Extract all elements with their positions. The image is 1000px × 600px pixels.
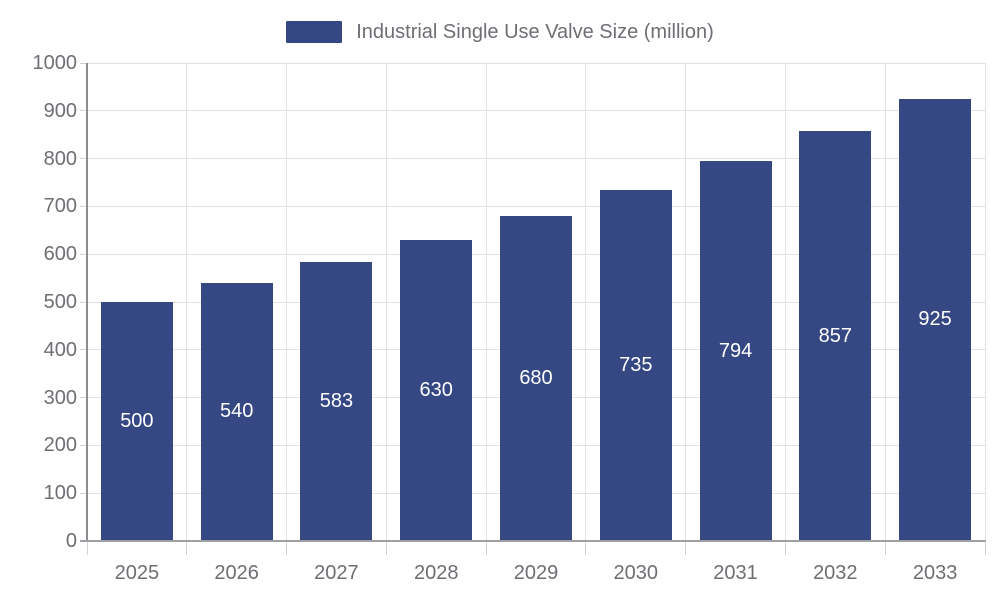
x-axis-tick — [86, 542, 88, 555]
y-tick-label: 200 — [43, 434, 77, 457]
bar-value-label: 925 — [918, 308, 952, 331]
gridline-vertical — [286, 63, 288, 541]
gridline-vertical — [685, 63, 687, 541]
gridline-vertical — [585, 63, 587, 541]
x-axis-tick — [585, 542, 587, 555]
y-tick-label: 400 — [43, 338, 77, 361]
y-axis-tick — [80, 301, 87, 303]
y-tick-label: 1000 — [32, 52, 78, 74]
bar-value-label: 583 — [319, 390, 354, 413]
y-tick-label: 0 — [65, 530, 77, 552]
y-axis-line — [86, 63, 88, 541]
x-axis-tick — [884, 542, 886, 555]
x-axis-line — [80, 540, 986, 542]
y-axis-tick — [80, 62, 87, 64]
y-axis-tick — [80, 158, 87, 160]
bar: 540 — [200, 282, 273, 541]
y-tick-label: 500 — [43, 291, 77, 313]
legend-label[interactable]: Industrial Single Use Valve Size (millio… — [356, 20, 714, 43]
x-axis-tick — [186, 542, 188, 555]
gridline-vertical — [984, 63, 986, 541]
bar: 500 — [100, 302, 173, 541]
y-tick-label: 600 — [43, 243, 77, 266]
legend-swatch[interactable] — [286, 21, 343, 43]
bar: 857 — [799, 131, 872, 541]
bar: 794 — [699, 161, 772, 541]
y-axis-tick — [80, 397, 87, 399]
x-tick-label: 2026 — [214, 562, 259, 584]
x-tick-label: 2028 — [413, 562, 459, 584]
y-tick-label: 900 — [43, 99, 77, 122]
x-axis-tick — [485, 542, 487, 555]
x-tick-label: 2031 — [713, 562, 758, 584]
x-axis-tick — [685, 542, 687, 555]
y-axis-tick — [80, 444, 87, 446]
y-tick-label: 800 — [43, 147, 77, 170]
gridline-vertical — [485, 63, 487, 541]
y-tick-label: 300 — [43, 386, 77, 409]
bar-value-label: 794 — [718, 339, 753, 362]
x-tick-label: 2025 — [114, 562, 160, 584]
x-axis-tick — [784, 542, 786, 555]
bar: 680 — [500, 215, 572, 541]
bar-value-label: 680 — [519, 366, 553, 389]
x-tick-label: 2032 — [813, 562, 858, 584]
x-axis-tick — [385, 542, 387, 555]
y-axis-tick — [80, 253, 87, 255]
gridline-horizontal — [87, 158, 985, 160]
y-tick-label: 700 — [43, 195, 77, 218]
legend[interactable]: Industrial Single Use Valve Size (millio… — [0, 18, 1000, 46]
gridline-horizontal — [87, 205, 985, 207]
x-tick-label: 2030 — [613, 562, 659, 584]
x-axis-tick — [984, 542, 986, 555]
bar-value-label: 735 — [619, 353, 653, 376]
y-tick-label: 100 — [43, 482, 77, 505]
gridline-vertical — [385, 63, 387, 541]
gridline-vertical — [186, 63, 188, 541]
y-axis-tick — [80, 492, 87, 494]
bar: 735 — [599, 189, 672, 541]
bar-value-label: 630 — [419, 378, 453, 401]
bar-value-label: 857 — [818, 324, 853, 347]
gridline-vertical — [884, 63, 886, 541]
plot-area: 500 540 583 630 680 735 794 857 925 — [80, 62, 986, 555]
bar: 583 — [300, 262, 373, 541]
y-axis-tick — [80, 205, 87, 207]
y-axis-tick — [80, 110, 87, 112]
gridline-horizontal — [87, 62, 985, 64]
gridline-horizontal — [87, 110, 985, 112]
x-axis-tick — [286, 542, 288, 555]
x-tick-label: 2033 — [912, 562, 958, 584]
gridline-vertical — [784, 63, 786, 541]
bar: 925 — [899, 98, 972, 541]
bar-value-label: 500 — [120, 410, 154, 432]
bar: 630 — [400, 239, 473, 541]
x-tick-label: 2029 — [513, 562, 559, 584]
bar-value-label: 540 — [219, 400, 254, 423]
y-axis-tick — [80, 349, 87, 351]
x-tick-label: 2027 — [314, 562, 359, 584]
